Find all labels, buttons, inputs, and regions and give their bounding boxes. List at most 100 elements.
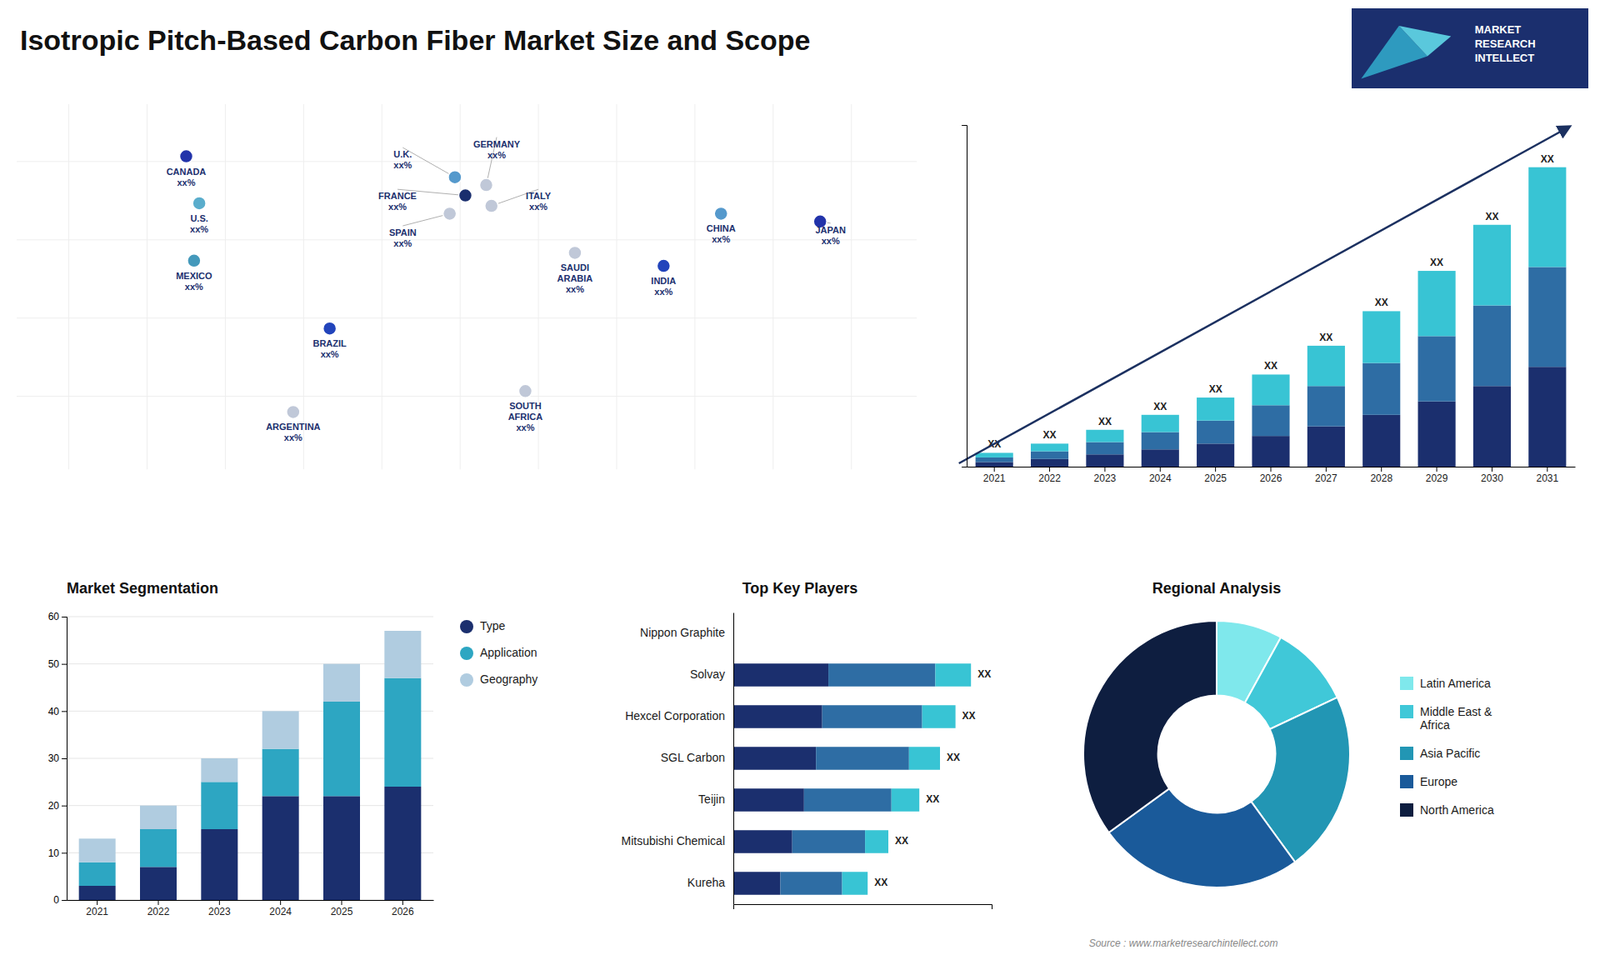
bar [1085, 430, 1124, 443]
country-label-line: SOUTH [509, 400, 542, 411]
tick: 40 [48, 705, 67, 718]
value-label: XX [962, 710, 976, 722]
bar [1362, 415, 1400, 467]
tick-label: 30 [48, 752, 60, 765]
country-label: BRAZILxx% [312, 338, 347, 360]
tick-label: 2026 [391, 905, 415, 918]
bar [815, 746, 910, 770]
country-label-line: ARGENTINA [265, 421, 320, 432]
country-marker [458, 189, 472, 203]
bar [1418, 401, 1456, 467]
tick-label: 60 [48, 610, 60, 623]
graticule-line [225, 104, 226, 470]
tick-label: 2024 [1149, 472, 1172, 485]
legend-swatch [460, 620, 474, 634]
logo-text: MARKETRESEARCHINTELLECT [1475, 23, 1536, 65]
value-label: XX [1043, 429, 1057, 441]
country-label: SAUDIARABIAxx% [557, 262, 594, 295]
tick: 20 [48, 800, 67, 812]
tick: 2024 [1149, 466, 1172, 485]
tick-mark [1215, 466, 1216, 472]
country-marker [179, 150, 193, 164]
tick: 2027 [1315, 466, 1338, 485]
graticule-line [850, 104, 852, 470]
legend-label: Application [480, 645, 538, 660]
tick-label: 2021 [983, 472, 1006, 485]
bar [79, 862, 116, 886]
page-title: Isotropic Pitch-Based Carbon Fiber Marke… [20, 24, 810, 56]
legend-label: Type [480, 619, 506, 633]
country-label-line: GERMANY [473, 139, 521, 150]
bar [1196, 420, 1235, 445]
value-label: XX [1485, 210, 1499, 223]
bar [733, 705, 823, 729]
country-label-line: xx% [565, 284, 585, 295]
country-label: FRANCExx% [378, 190, 417, 212]
grid [66, 616, 434, 900]
graticule-line [68, 104, 70, 470]
tick-mark [341, 900, 343, 905]
tick-mark [1546, 466, 1548, 472]
country-label: ARGENTINAxx% [265, 421, 320, 443]
tick-label: 2023 [208, 905, 231, 918]
tick: 2029 [1425, 466, 1449, 485]
bar [1141, 415, 1180, 433]
chart-canvas: CANADAxx%U.S.xx%MEXICOxx%BRAZILxx%ARGENT… [0, 0, 1600, 955]
value-label: XX [1375, 296, 1389, 309]
legend-label: Geography [480, 672, 538, 686]
country-label-line: xx% [711, 234, 730, 245]
bar [865, 830, 889, 854]
value-label: XX [925, 793, 940, 805]
country-label-line: xx% [821, 235, 840, 246]
bar-series [975, 167, 1567, 458]
trend-arrow [959, 126, 1570, 464]
country-marker [485, 199, 499, 213]
tick-label: 2025 [1204, 472, 1227, 485]
tick: 2021 [983, 466, 1006, 485]
grid-line [66, 710, 434, 712]
value-label: XX [874, 876, 888, 889]
bar [262, 795, 300, 900]
country-label-line: MEXICO [175, 270, 213, 281]
legend-label-line: Middle East & [1420, 705, 1493, 719]
country-marker [187, 254, 201, 268]
value-label: XX [1098, 415, 1112, 428]
tick-mark [1270, 466, 1272, 472]
logo-background [1351, 8, 1589, 89]
bar [1030, 459, 1069, 467]
tick: Teijin [698, 792, 734, 806]
graticule-line [460, 104, 461, 470]
grid-line [66, 616, 434, 618]
country-label-line: xx% [185, 281, 204, 292]
country-label-line: U.S. [190, 213, 208, 224]
x-axis: 2021202220232024202520262027202820292030… [967, 466, 1576, 485]
map-chart: CANADAxx%U.S.xx%MEXICOxx%BRAZILxx%ARGENT… [16, 104, 917, 470]
source-note: Source : www.marketresearchintellect.com [1089, 937, 1279, 950]
country-label: U.K.xx% [393, 149, 412, 170]
bar [733, 663, 829, 687]
legend-swatch [1400, 803, 1414, 817]
bar [1528, 266, 1566, 367]
bar [384, 786, 421, 900]
bar [891, 788, 920, 812]
value-label: XX [1540, 153, 1555, 165]
graticule-line [16, 160, 917, 162]
country-label-line: xx% [515, 422, 535, 433]
legend-label-line: Latin America [1420, 676, 1491, 690]
country-label-line: BRAZIL [312, 338, 347, 349]
tick-label: 2025 [330, 905, 354, 918]
tick: 2028 [1370, 466, 1393, 485]
legend-swatch [460, 646, 474, 660]
country-label-line: xx% [487, 150, 506, 160]
tick-mark [61, 616, 67, 618]
tick-label: 2024 [269, 905, 292, 918]
country-marker [479, 178, 493, 192]
country-label-line: xx% [176, 177, 195, 188]
legend: Type Application Geography [460, 619, 538, 687]
grid-line [66, 900, 434, 901]
tick-mark [994, 466, 995, 472]
tick-mark [1325, 466, 1327, 472]
bar [323, 795, 360, 900]
tick-mark [61, 852, 67, 854]
value-label: XX [1430, 256, 1444, 269]
